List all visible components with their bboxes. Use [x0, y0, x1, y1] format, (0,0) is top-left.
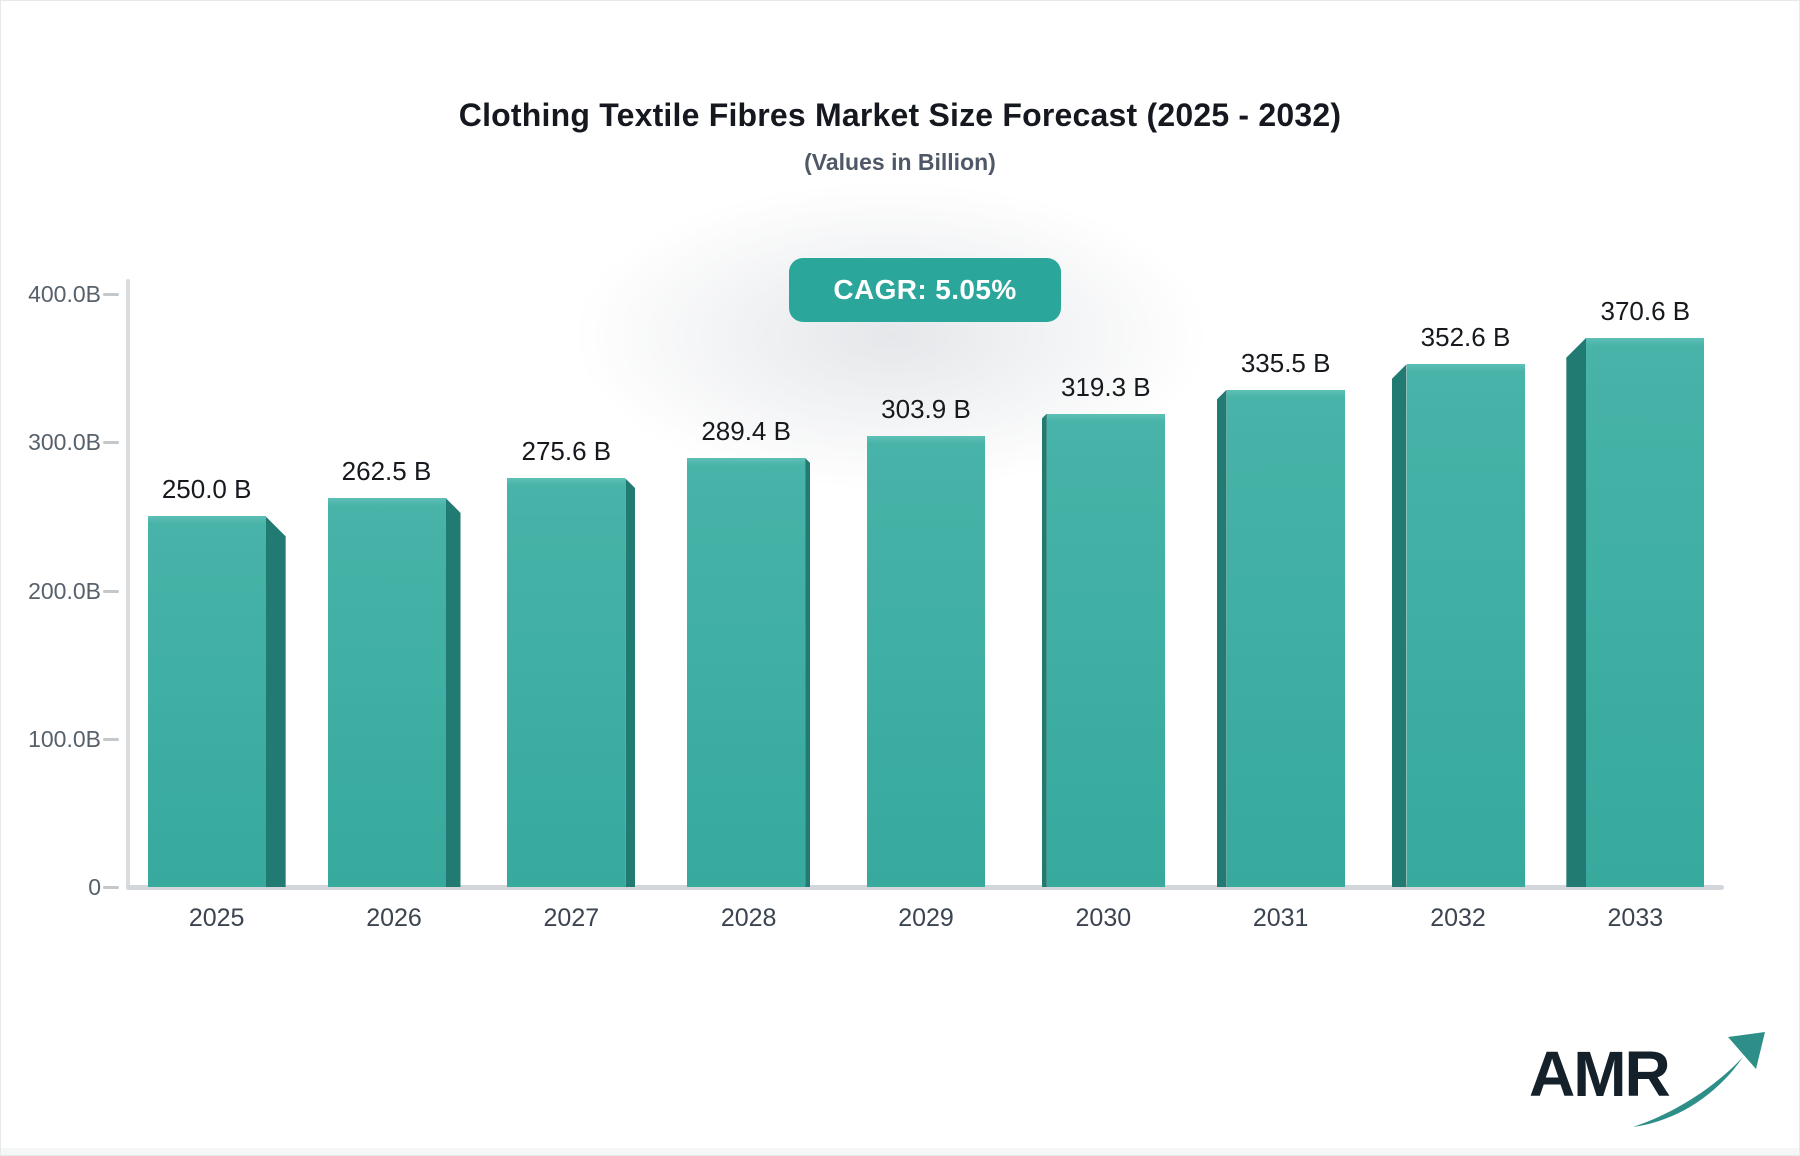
chart-subtitle: (Values in Billion) [804, 149, 996, 175]
bar-value-label-2026: 262.5 B [341, 455, 432, 486]
bar-2032 [1406, 364, 1525, 887]
bar-2029 [867, 436, 985, 887]
x-axis-label-2028: 2028 [720, 904, 777, 932]
bar-side-bevel-2031 [1216, 389, 1227, 887]
bar-side-bevel-2027 [625, 478, 636, 887]
bar-value-label-2033: 370.6 B [1600, 295, 1691, 326]
bar-value-label-2029: 303.9 B [881, 394, 971, 425]
y-axis-tick-label: 200.0B [28, 577, 101, 604]
x-axis-label-2026: 2026 [366, 904, 422, 932]
bar-value-label-2028: 289.4 B [701, 415, 791, 446]
bar-value-label-2025: 250.0 B [161, 474, 252, 505]
y-axis-line [126, 279, 130, 888]
x-axis-label-2030: 2030 [1075, 904, 1132, 932]
x-axis-line [126, 885, 1724, 890]
bar-2026 [327, 497, 446, 887]
y-axis-tick-mark [103, 589, 119, 593]
x-axis-label-2027: 2027 [543, 904, 600, 932]
bar-side-bevel-2028 [805, 457, 811, 887]
y-axis-tick-label: 400.0B [28, 281, 101, 307]
bar-side-bevel-2032 [1391, 364, 1407, 887]
bar-value-label-2027: 275.6 B [521, 436, 612, 467]
bar-value-label-2031: 335.5 B [1240, 347, 1331, 378]
bar-2025 [147, 516, 266, 887]
bar-side-bevel-2030 [1041, 413, 1047, 887]
y-axis-tick-label: 0 [88, 874, 101, 900]
y-axis-tick-label: 300.0B [28, 429, 101, 456]
y-axis-tick-mark [103, 293, 119, 296]
cagr-badge: CAGR: 5.05% [789, 258, 1061, 322]
bar-value-label-2032: 352.6 B [1420, 322, 1511, 353]
amr-logo-text: AMR [1529, 1038, 1671, 1110]
y-axis-tick-mark [103, 886, 119, 889]
bar-value-label-2030: 319.3 B [1061, 371, 1151, 402]
x-axis-label-2033: 2033 [1607, 904, 1664, 932]
bar-side-bevel-2026 [445, 497, 461, 887]
x-axis-label-2031: 2031 [1252, 904, 1309, 932]
bar-side-bevel-2025 [265, 516, 286, 887]
amr-logo: AMR [1529, 1029, 1765, 1129]
x-axis-label-2032: 2032 [1430, 904, 1486, 932]
bar-2030 [1046, 413, 1165, 887]
x-axis-label-2025: 2025 [188, 904, 245, 932]
chart-title: Clothing Textile Fibres Market Size Fore… [458, 97, 1342, 133]
cagr-badge-label: CAGR: 5.05% [833, 274, 1017, 305]
bar-2033 [1586, 337, 1705, 887]
bottom-edge-strip [1, 1148, 1799, 1155]
bar-side-bevel-2033 [1566, 337, 1587, 887]
growth-arrow-icon [1633, 1032, 1765, 1127]
bar-2027 [507, 478, 626, 887]
y-axis-tick-mark [103, 441, 119, 445]
x-axis-label-2029: 2029 [898, 904, 954, 932]
y-axis-tick-label: 100.0B [28, 725, 101, 752]
bar-2028 [687, 457, 806, 887]
y-axis-tick-mark [103, 737, 119, 741]
bar-2031 [1226, 389, 1345, 887]
